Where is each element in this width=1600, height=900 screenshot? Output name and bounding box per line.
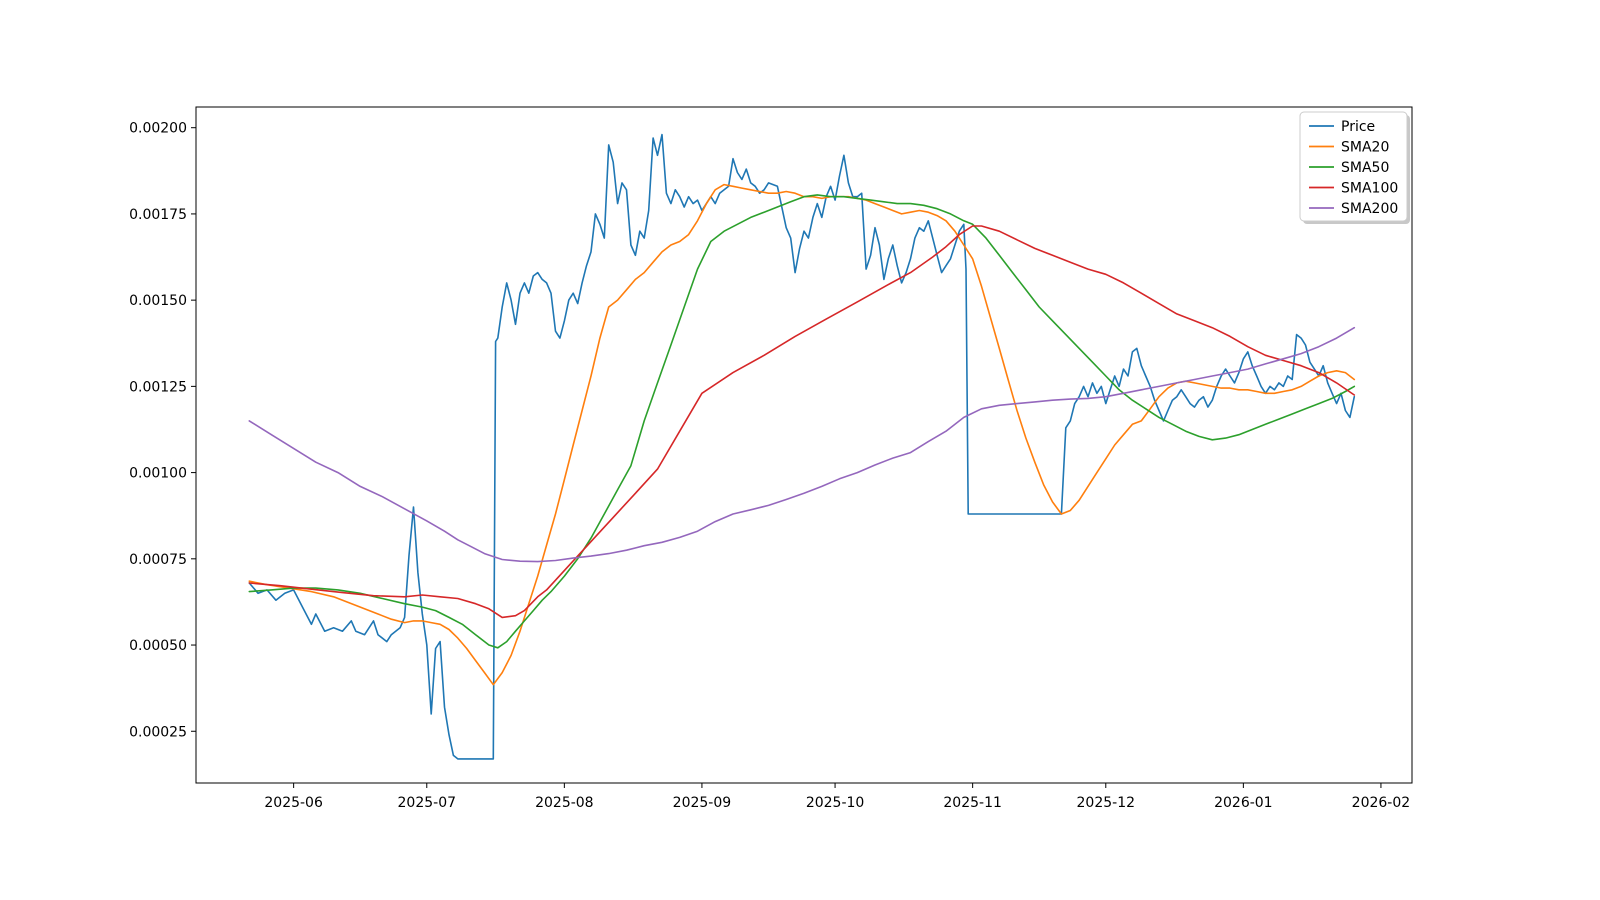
legend-label-sma20: SMA20 — [1341, 140, 1389, 156]
x-tick-label: 2026-02 — [1352, 795, 1411, 811]
legend-label-price: Price — [1341, 119, 1375, 135]
y-tick-label: 0.00050 — [129, 638, 187, 654]
legend-label-sma100: SMA100 — [1341, 181, 1398, 197]
series-line-sma200 — [248, 326, 1356, 563]
legend-label-sma50: SMA50 — [1341, 160, 1389, 176]
x-tick-label: 2025-09 — [673, 795, 732, 811]
x-tick-label: 2025-11 — [943, 795, 1002, 811]
y-tick-label: 0.00200 — [129, 121, 187, 137]
x-tick-label: 2025-08 — [535, 795, 594, 811]
y-tick-label: 0.00025 — [129, 724, 187, 740]
series-line-sma20 — [248, 183, 1356, 686]
series-line-sma100 — [248, 225, 1356, 619]
series-line-price — [248, 133, 1356, 760]
series-line-sma50 — [248, 194, 1356, 649]
y-tick-label: 0.00100 — [129, 466, 187, 482]
x-tick-label: 2026-01 — [1214, 795, 1273, 811]
x-tick-label: 2025-12 — [1077, 795, 1136, 811]
axes-frame — [195, 106, 1413, 784]
x-tick-label: 2025-06 — [264, 795, 323, 811]
x-tick-label: 2025-07 — [398, 795, 457, 811]
legend-box — [1299, 111, 1408, 222]
x-tick-label: 2025-10 — [806, 795, 865, 811]
y-tick-label: 0.00175 — [129, 207, 187, 223]
legend-label-sma200: SMA200 — [1341, 201, 1398, 217]
y-tick-label: 0.00125 — [129, 379, 187, 395]
y-tick-label: 0.00150 — [129, 293, 187, 309]
y-tick-label: 0.00075 — [129, 552, 187, 568]
